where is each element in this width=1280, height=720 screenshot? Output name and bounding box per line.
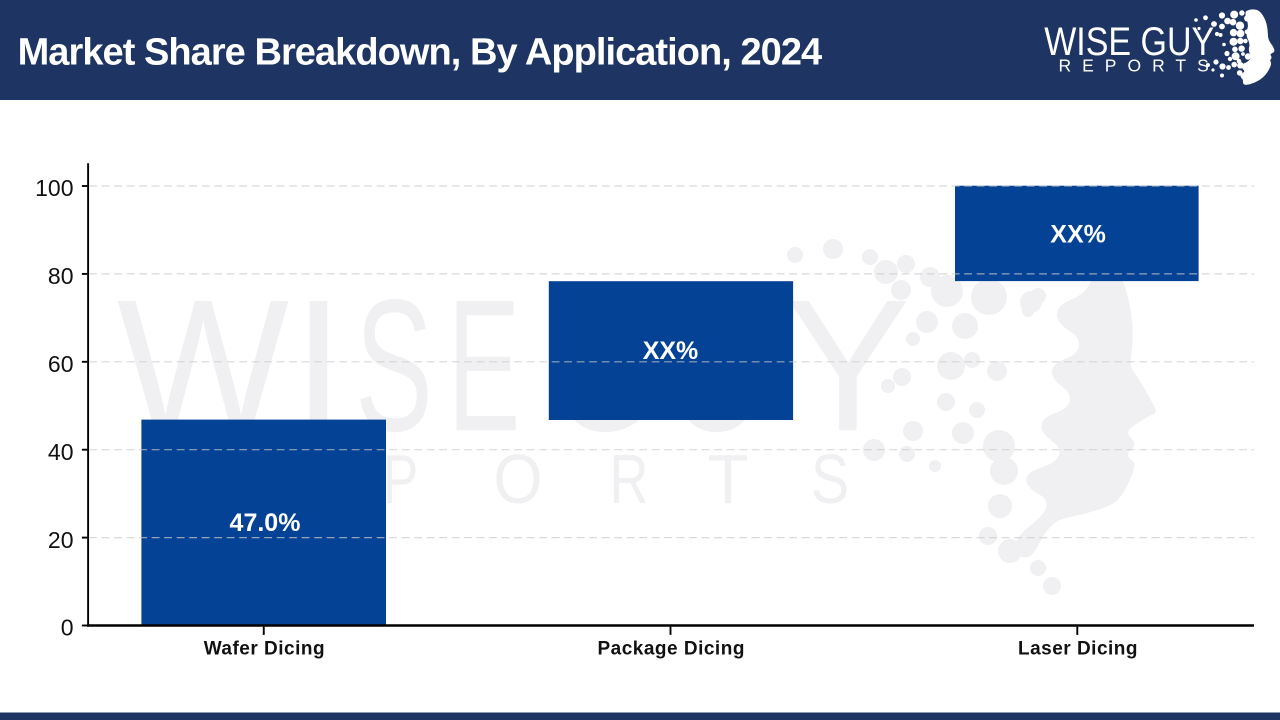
svg-text:XX%: XX% (1050, 220, 1106, 248)
svg-text:0: 0 (61, 615, 74, 641)
svg-text:R: R (610, 440, 649, 518)
svg-text:Laser Dicing: Laser Dicing (1018, 639, 1138, 660)
svg-text:Wafer Dicing: Wafer Dicing (204, 639, 325, 660)
svg-text:20: 20 (48, 527, 74, 553)
svg-text:T: T (707, 440, 748, 519)
svg-text:47.0%: 47.0% (230, 509, 301, 537)
svg-text:Package Dicing: Package Dicing (597, 639, 744, 660)
svg-text:40: 40 (48, 439, 74, 465)
svg-text:O: O (493, 441, 542, 519)
svg-text:60: 60 (48, 351, 74, 377)
svg-text:100: 100 (35, 175, 73, 201)
svg-text:P: P (383, 441, 418, 519)
svg-text:Market Share Breakdown, By App: Market Share Breakdown, By Application, … (18, 32, 822, 74)
svg-text:Y: Y (785, 260, 910, 470)
svg-text:XX%: XX% (643, 337, 699, 365)
svg-text:E: E (448, 260, 521, 470)
svg-text:S: S (811, 440, 849, 519)
svg-text:80: 80 (48, 263, 74, 289)
